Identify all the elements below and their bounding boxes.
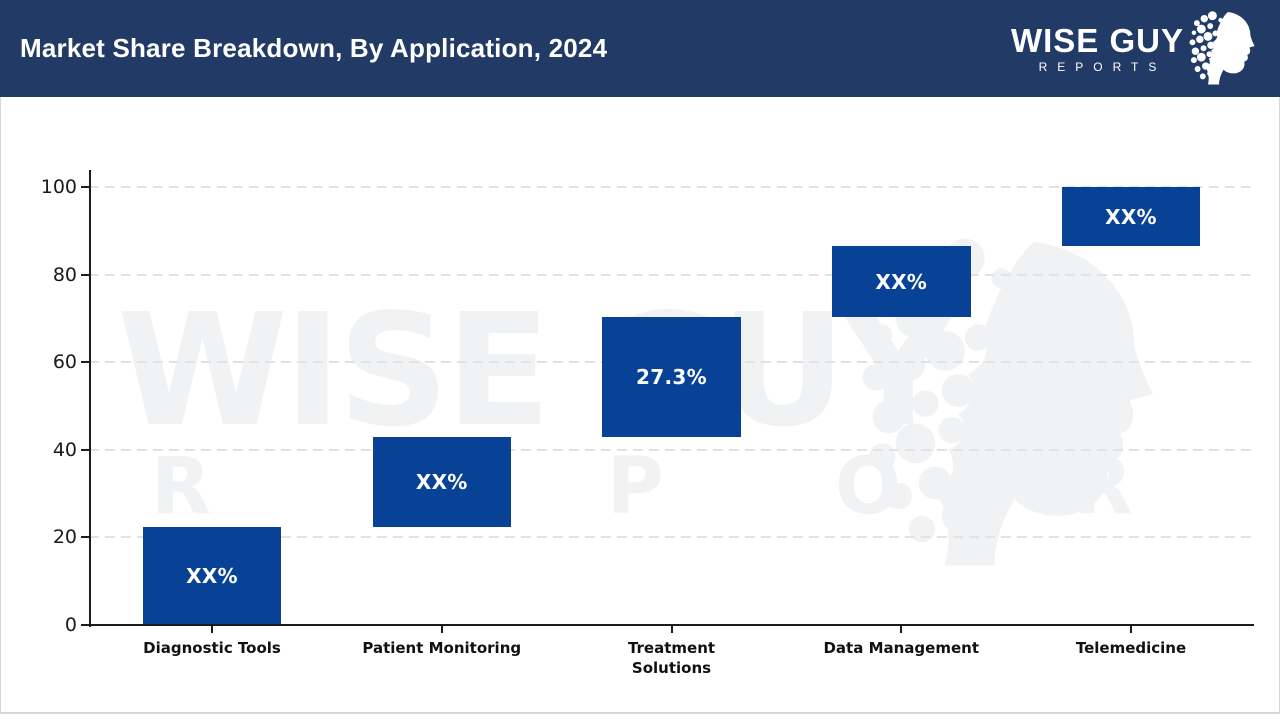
y-tick-label: 20 — [52, 526, 77, 548]
gridline-y100 — [89, 186, 1254, 188]
category-label-telemedicine: Telemedicine — [1075, 639, 1187, 657]
gridline-y80 — [89, 273, 1254, 276]
chart-panel: WISE GUY R E P O R T S 020406080100XX%Di… — [0, 97, 1280, 714]
category-label-treatment-solutions: Treatment Solutions — [627, 639, 716, 678]
waterfall-chart: 0 20 40 60 80 100 XX% Diagnostic Tools XX% Patien… — [1, 97, 1279, 712]
y-tick-label: 80 — [52, 263, 77, 286]
y-tick-label: 40 — [52, 438, 77, 461]
header-bar: Market Share Breakdown, By Application, … — [0, 0, 1280, 97]
y-tick-label: 60 — [52, 351, 77, 373]
y-tick-mark — [81, 186, 89, 188]
x-axis — [89, 623, 1254, 626]
y-tick-mark — [81, 361, 89, 363]
page-title: Market Share Breakdown, By Application, … — [20, 33, 608, 63]
brand-subtitle: REPORTS — [1038, 59, 1167, 74]
x-tick-mark-treatment-solutions — [670, 625, 673, 633]
bar-patient-monitoring: XX% — [372, 436, 511, 527]
y-tick-label: 100 — [40, 176, 77, 198]
y-tick-mark — [81, 273, 89, 276]
x-tick-mark-telemedicine — [1130, 625, 1132, 633]
bar-telemedicine: XX% — [1061, 187, 1201, 247]
bar-value-label-diagnostic-tools: XX% — [186, 563, 238, 588]
y-tick-mark — [81, 623, 89, 626]
bar-value-label-telemedicine: XX% — [1105, 204, 1157, 229]
bar-data-management: XX% — [832, 246, 971, 318]
bar-value-label-treatment-solutions: 27.3% — [636, 365, 707, 390]
category-label-data-management: Data Management — [823, 639, 979, 657]
y-tick-label: 0 — [64, 613, 77, 636]
x-tick-mark-diagnostic-tools — [211, 625, 213, 633]
bar-treatment-solutions: 27.3% — [602, 317, 741, 437]
category-label-diagnostic-tools: Diagnostic Tools — [143, 639, 281, 657]
y-tick-mark — [81, 536, 89, 538]
brand-logo: WISE GUY REPORTS — [1011, 7, 1262, 91]
brand-logo-text: WISE GUY REPORTS — [1011, 24, 1184, 74]
y-tick-mark — [81, 448, 89, 451]
gridline-y40 — [89, 448, 1254, 451]
y-axis — [89, 170, 91, 627]
x-tick-mark-data-management — [900, 625, 903, 633]
gridline-y20 — [89, 536, 1254, 538]
x-tick-mark-patient-monitoring — [440, 625, 443, 633]
watermark-brand-text: WISE GUY — [117, 280, 954, 461]
category-label-patient-monitoring: Patient Monitoring — [362, 639, 522, 657]
brand-name: WISE GUY — [1010, 21, 1184, 59]
head-profile-logo-icon — [1188, 7, 1262, 91]
bar-diagnostic-tools: XX% — [142, 526, 282, 625]
bar-value-label-patient-monitoring: XX% — [415, 469, 468, 494]
bar-value-label-data-management: XX% — [875, 269, 928, 294]
